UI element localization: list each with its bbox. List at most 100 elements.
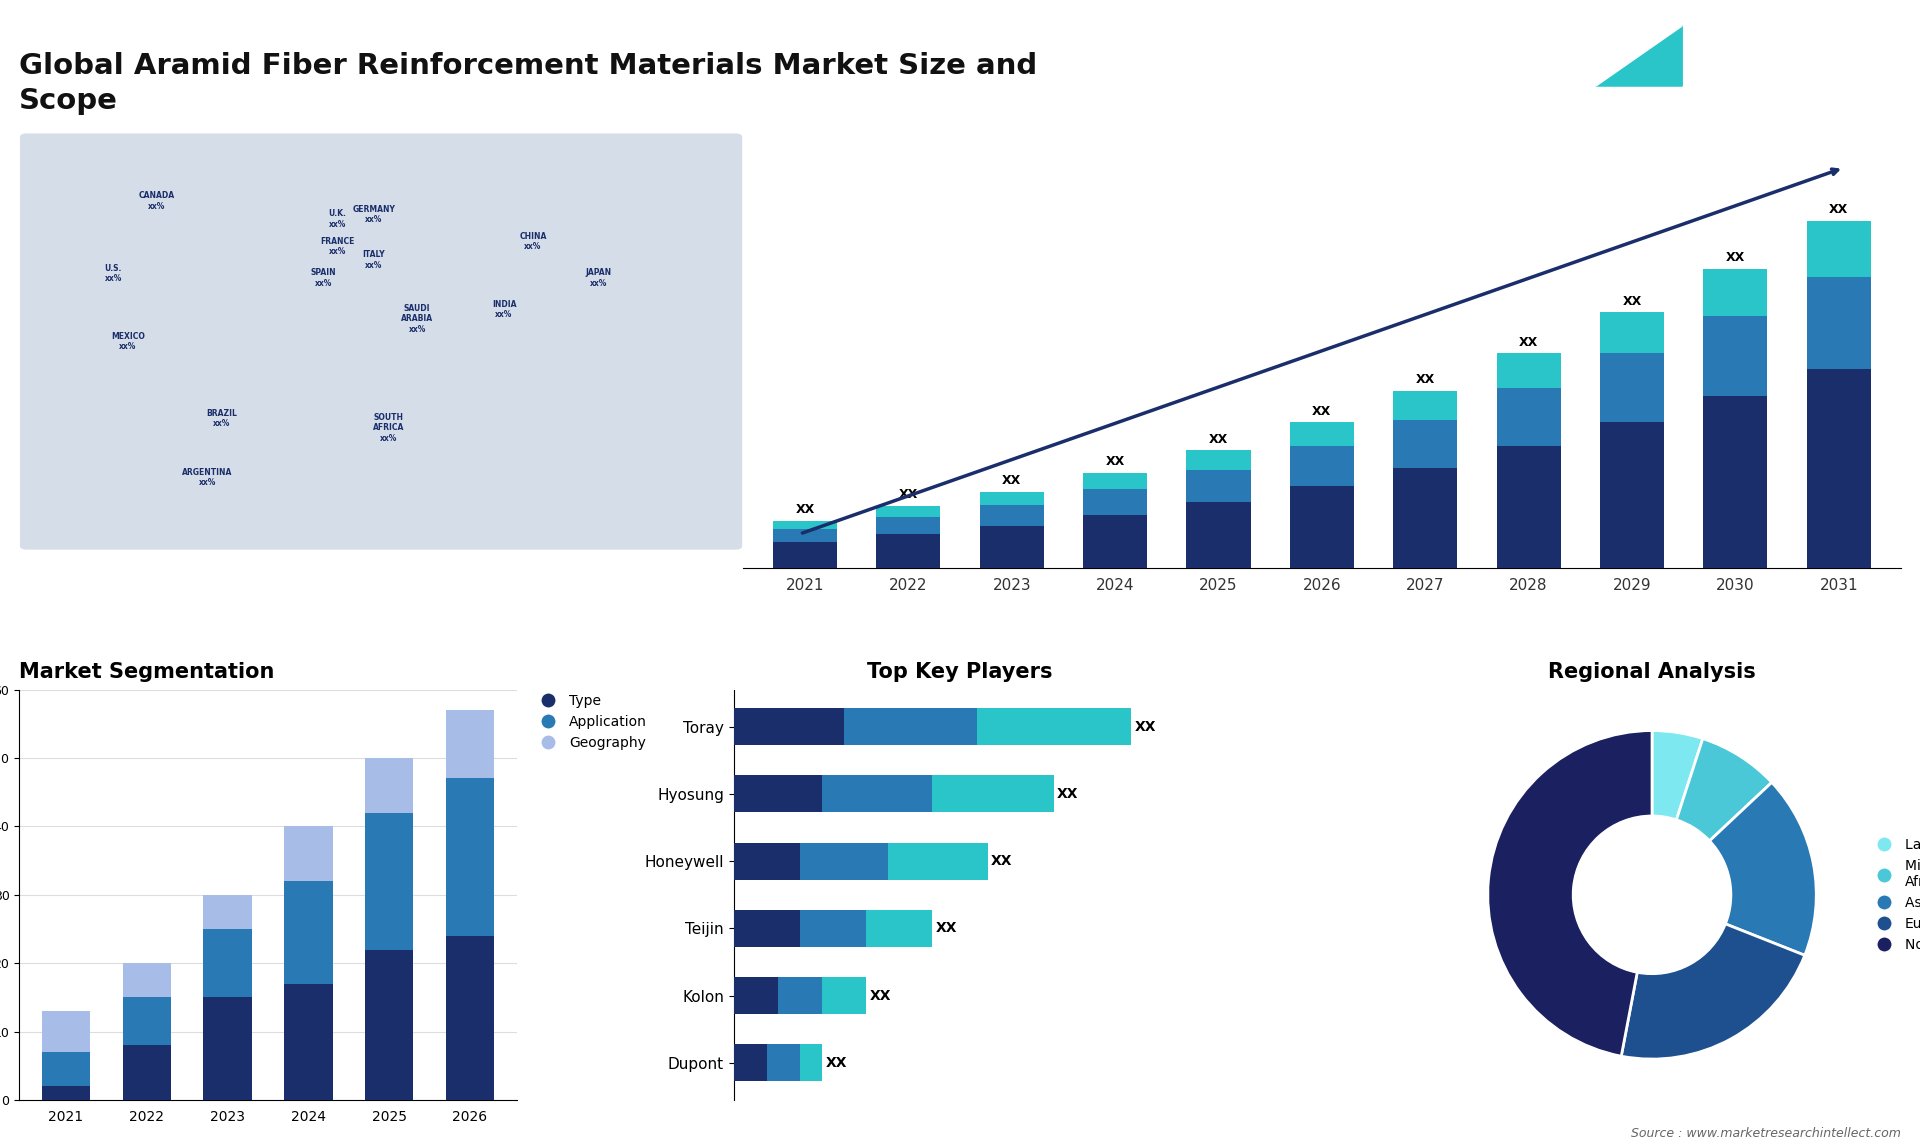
Polygon shape (1596, 26, 1682, 86)
Text: XX: XX (1311, 405, 1331, 417)
Bar (365, 758, 413, 813)
FancyBboxPatch shape (19, 133, 743, 550)
Text: INTELLECT: INTELLECT (1699, 79, 1763, 88)
Bar (123, 1045, 171, 1100)
Bar (1187, 450, 1250, 470)
Bar (876, 534, 941, 568)
Text: MARKET: MARKET (1699, 38, 1749, 48)
Bar (1496, 388, 1561, 447)
Text: XX: XX (1135, 720, 1156, 733)
Text: RESEARCH: RESEARCH (1699, 58, 1763, 69)
Bar (801, 910, 866, 947)
Title: Regional Analysis: Regional Analysis (1548, 662, 1757, 682)
Legend: Type, Application, Geography: Type, Application, Geography (528, 689, 653, 755)
Bar (1599, 423, 1665, 568)
Bar (774, 542, 837, 568)
Bar (204, 997, 252, 1100)
Text: XX: XX (991, 854, 1012, 869)
Bar (204, 929, 252, 997)
Text: Market Segmentation: Market Segmentation (19, 662, 275, 682)
Wedge shape (1651, 730, 1703, 819)
Text: XX: XX (870, 989, 891, 1003)
Bar (1290, 423, 1354, 447)
Bar (876, 507, 941, 517)
Bar (733, 1044, 766, 1082)
Text: U.K.
xx%: U.K. xx% (328, 210, 348, 229)
Text: ITALY
xx%: ITALY xx% (363, 250, 386, 269)
Bar (1083, 473, 1146, 489)
Bar (42, 1011, 90, 1052)
Text: XX: XX (899, 488, 918, 501)
Text: GERMANY
xx%: GERMANY xx% (353, 205, 396, 225)
Bar (1496, 353, 1561, 388)
Bar (1807, 369, 1870, 568)
Bar (977, 708, 1131, 745)
Bar (876, 517, 941, 534)
Bar (284, 826, 332, 881)
Bar (979, 526, 1044, 568)
Text: JAPAN
xx%: JAPAN xx% (586, 268, 611, 288)
Bar (204, 895, 252, 929)
Text: SOUTH
AFRICA
xx%: SOUTH AFRICA xx% (372, 413, 403, 442)
Text: BRAZIL
xx%: BRAZIL xx% (205, 409, 238, 429)
Bar (822, 776, 933, 813)
Bar (1083, 516, 1146, 568)
Bar (778, 978, 822, 1014)
Bar (1599, 353, 1665, 423)
Text: CHINA
xx%: CHINA xx% (518, 231, 547, 251)
Bar (1290, 486, 1354, 568)
Text: MEXICO
xx%: MEXICO xx% (111, 332, 144, 351)
Bar (365, 813, 413, 950)
Bar (733, 776, 822, 813)
Bar (733, 708, 845, 745)
Bar (933, 776, 1054, 813)
Bar (1703, 316, 1768, 397)
Bar (1394, 391, 1457, 419)
Text: XX: XX (795, 503, 814, 516)
Wedge shape (1709, 783, 1816, 956)
Bar (733, 842, 801, 880)
Wedge shape (1620, 924, 1805, 1059)
Bar (1599, 313, 1665, 353)
Bar (1703, 268, 1768, 316)
Text: XX: XX (1519, 336, 1538, 348)
Bar (42, 1052, 90, 1086)
Bar (979, 504, 1044, 526)
Bar (866, 910, 933, 947)
Bar (284, 881, 332, 983)
Wedge shape (1488, 730, 1651, 1057)
Text: XX: XX (1210, 432, 1229, 446)
Text: XX: XX (1622, 295, 1642, 307)
Bar (123, 964, 171, 997)
Circle shape (1572, 816, 1730, 974)
Text: XX: XX (1830, 203, 1849, 215)
Bar (774, 520, 837, 528)
Text: XX: XX (1002, 473, 1021, 487)
Title: Top Key Players: Top Key Players (868, 662, 1052, 682)
Bar (889, 842, 987, 880)
Text: INDIA
xx%: INDIA xx% (492, 300, 516, 320)
Text: FRANCE
xx%: FRANCE xx% (321, 236, 355, 256)
Bar (42, 1086, 90, 1100)
Text: CANADA
xx%: CANADA xx% (138, 191, 175, 211)
Bar (766, 1044, 801, 1082)
Bar (822, 978, 866, 1014)
Bar (774, 528, 837, 542)
Bar (1703, 397, 1768, 568)
Text: SAUDI
ARABIA
xx%: SAUDI ARABIA xx% (401, 304, 434, 333)
Bar (1290, 447, 1354, 486)
Bar (801, 1044, 822, 1082)
Text: Source : www.marketresearchintellect.com: Source : www.marketresearchintellect.com (1630, 1128, 1901, 1140)
Bar (1394, 419, 1457, 468)
Bar (1807, 276, 1870, 369)
Text: ARGENTINA
xx%: ARGENTINA xx% (182, 468, 232, 487)
Bar (845, 708, 977, 745)
Bar (1807, 221, 1870, 276)
Legend: Latin America, Middle East &
Africa, Asia Pacific, Europe, North America: Latin America, Middle East & Africa, Asi… (1864, 832, 1920, 957)
Bar (1187, 502, 1250, 568)
Text: XX: XX (1106, 455, 1125, 469)
Wedge shape (1676, 739, 1772, 841)
Text: SPAIN
xx%: SPAIN xx% (311, 268, 336, 288)
Bar (445, 778, 493, 936)
Text: XX: XX (826, 1055, 847, 1070)
